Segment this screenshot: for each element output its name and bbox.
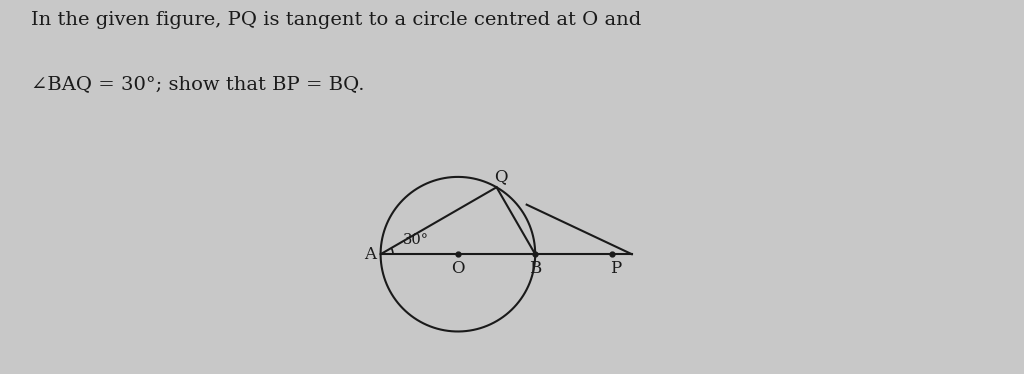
Text: B: B bbox=[529, 260, 542, 277]
Text: ∠BAQ = 30°; show that BP = BQ.: ∠BAQ = 30°; show that BP = BQ. bbox=[31, 75, 365, 93]
Text: Q: Q bbox=[494, 168, 507, 185]
Text: In the given figure, PQ is tangent to a circle centred at O and: In the given figure, PQ is tangent to a … bbox=[31, 11, 641, 29]
Text: A: A bbox=[365, 246, 377, 263]
Text: 30°: 30° bbox=[403, 233, 429, 247]
Text: O: O bbox=[452, 260, 465, 277]
Text: P: P bbox=[610, 260, 622, 277]
